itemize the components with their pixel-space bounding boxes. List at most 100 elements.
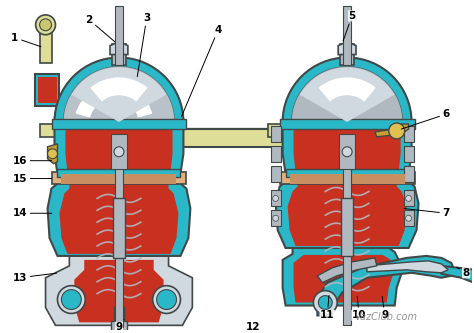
Text: 14: 14 [12,208,52,218]
Bar [115,6,123,66]
Text: 8: 8 [456,267,470,278]
Text: 15: 15 [12,173,52,183]
Bar [404,146,413,162]
Wedge shape [76,84,152,118]
Text: 16: 16 [12,156,52,166]
Bar [113,198,125,258]
Wedge shape [90,77,148,102]
Circle shape [156,290,176,309]
Bar [115,164,123,327]
Bar [37,77,57,103]
Text: 7: 7 [404,208,450,218]
Polygon shape [288,178,407,246]
Circle shape [153,286,181,313]
Circle shape [342,147,352,157]
Text: 10: 10 [352,296,366,320]
Polygon shape [35,74,59,106]
Bar [343,6,351,66]
Polygon shape [268,124,286,137]
Bar [62,173,176,183]
Polygon shape [283,248,401,305]
Wedge shape [283,58,411,122]
Bar [286,168,409,176]
Bar [271,146,281,162]
Bar [404,190,413,206]
Polygon shape [65,127,173,171]
Bar [290,173,405,183]
Text: 11: 11 [320,295,335,320]
Bar [179,129,322,147]
Text: 1: 1 [11,33,41,47]
Circle shape [273,195,279,201]
Circle shape [273,215,279,221]
Polygon shape [179,129,318,147]
Polygon shape [441,266,474,283]
Polygon shape [59,178,179,254]
Text: 13: 13 [12,273,57,283]
Polygon shape [293,255,393,303]
Circle shape [406,195,411,201]
Text: 6: 6 [401,109,450,129]
Bar [52,171,186,183]
Polygon shape [47,173,191,256]
Bar [404,126,413,142]
Text: 5: 5 [343,11,356,41]
Circle shape [62,290,81,309]
Wedge shape [55,58,183,122]
Bar [404,210,413,226]
Wedge shape [64,67,174,122]
Polygon shape [55,124,183,173]
Text: 12: 12 [246,322,260,332]
Polygon shape [110,42,128,55]
Polygon shape [46,256,192,325]
Bar [111,321,127,333]
Text: 4: 4 [182,25,222,117]
Polygon shape [293,127,401,171]
Bar [114,307,124,327]
Wedge shape [72,68,166,122]
Polygon shape [338,42,356,55]
Circle shape [36,15,55,35]
Circle shape [57,286,85,313]
Bar [312,126,324,150]
Circle shape [406,215,411,221]
Polygon shape [40,30,52,64]
Text: 9: 9 [115,319,124,332]
Bar [404,166,413,181]
Circle shape [40,19,52,31]
Wedge shape [300,68,394,122]
Bar [280,171,415,183]
Polygon shape [375,124,409,137]
Text: 3: 3 [137,13,150,77]
Polygon shape [74,260,164,322]
Wedge shape [292,67,402,122]
Bar [343,166,351,325]
Polygon shape [47,144,57,164]
Polygon shape [318,258,377,283]
Bar [271,190,281,206]
Bar [271,166,281,181]
Bar [340,44,354,66]
Text: 2: 2 [86,15,115,42]
Polygon shape [283,124,411,173]
Wedge shape [319,77,376,102]
Polygon shape [367,261,448,273]
Bar [339,134,355,168]
Circle shape [389,123,405,139]
Bar [341,198,353,256]
Polygon shape [40,124,57,137]
Circle shape [114,147,124,157]
Wedge shape [292,67,402,122]
Bar [280,119,415,129]
Circle shape [319,296,332,309]
Text: VazClub.com: VazClub.com [354,312,417,322]
Bar [111,134,127,168]
Bar [271,126,281,142]
Circle shape [313,291,337,314]
Polygon shape [276,173,419,248]
Bar [112,44,126,66]
Bar [52,119,186,129]
Polygon shape [318,256,454,315]
Circle shape [47,149,57,159]
Wedge shape [64,67,174,122]
